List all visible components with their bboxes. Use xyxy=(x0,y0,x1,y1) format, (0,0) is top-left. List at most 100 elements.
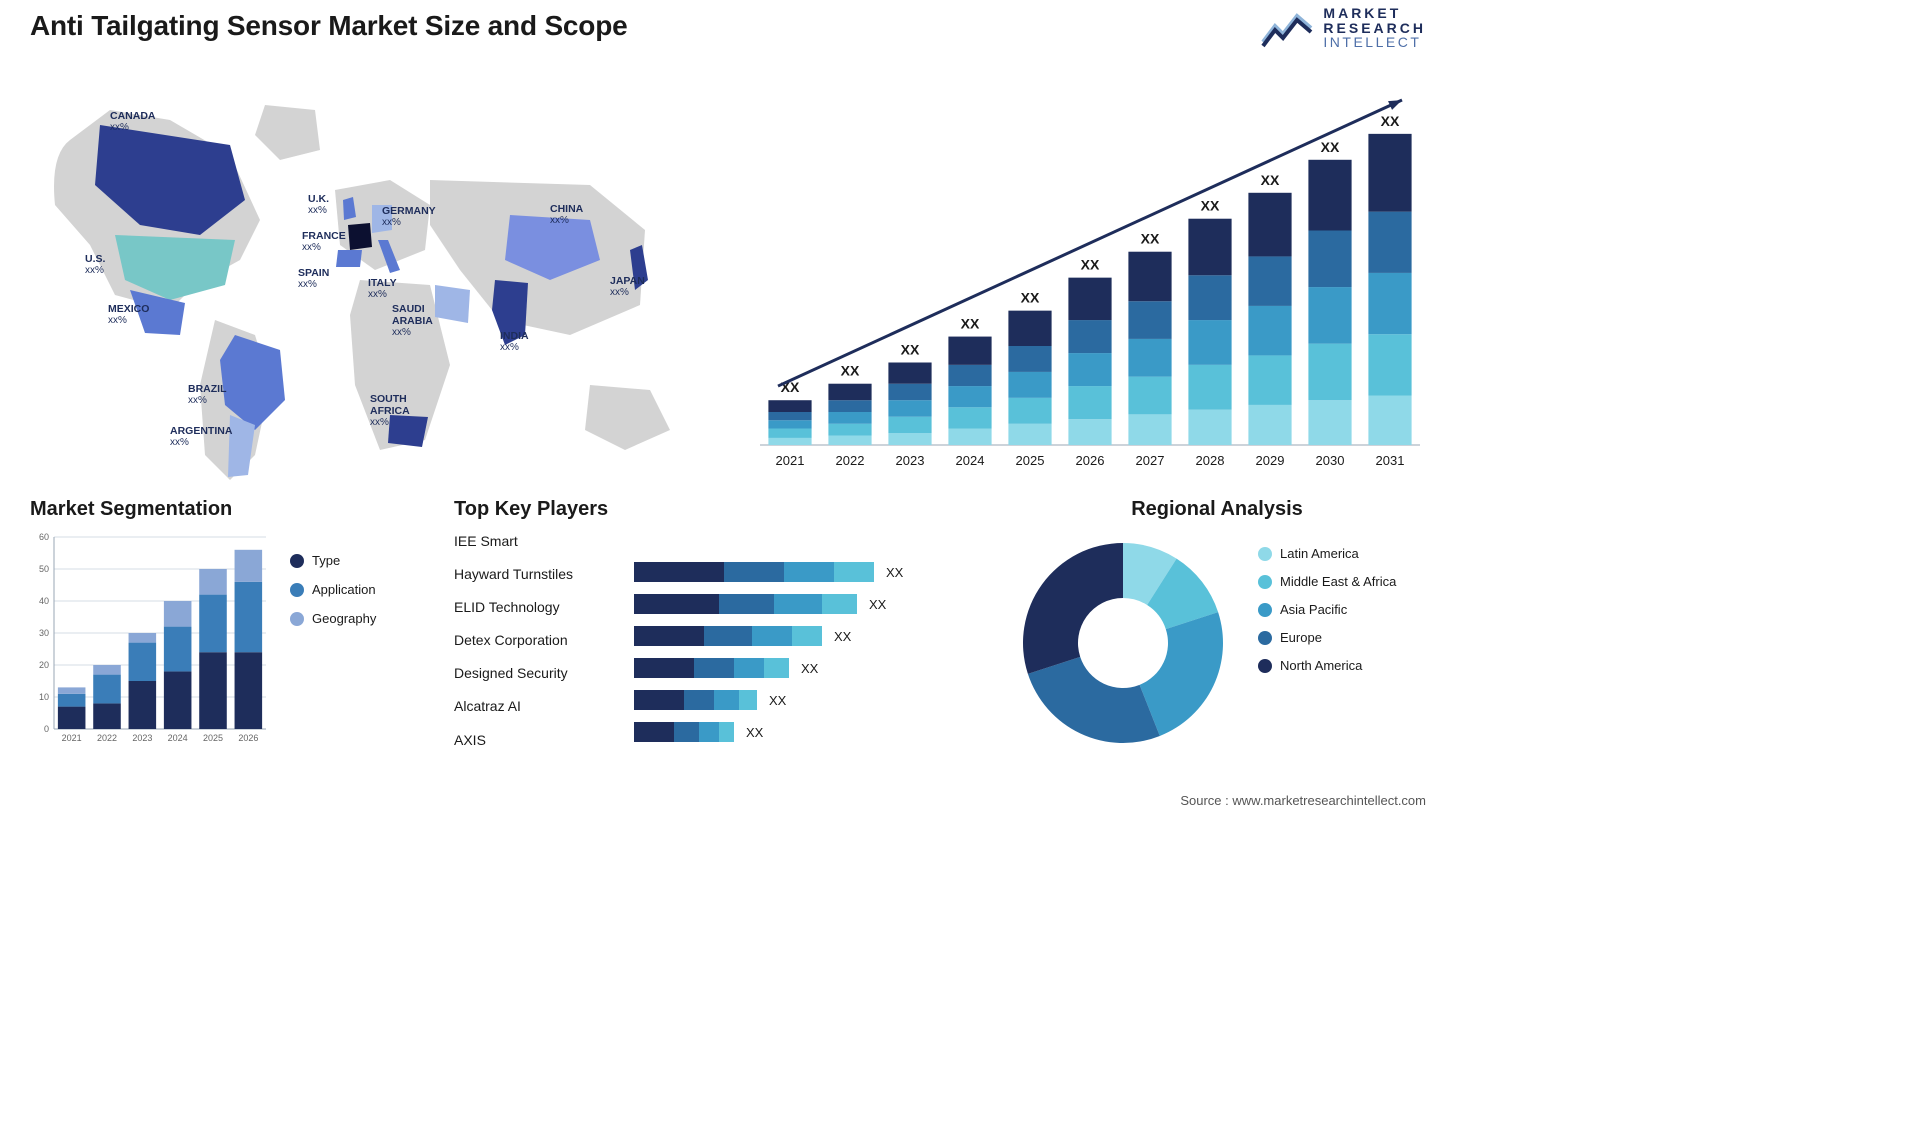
legend-label: Europe xyxy=(1280,630,1322,645)
svg-text:XX: XX xyxy=(834,629,852,644)
segmentation-legend: Type Application Geography xyxy=(290,553,376,626)
svg-text:2023: 2023 xyxy=(896,453,925,468)
player-name: IEE Smart xyxy=(454,534,624,549)
svg-text:XX: XX xyxy=(1261,172,1280,188)
map-label-france: FRANCExx% xyxy=(302,230,346,254)
player-name: ELID Technology xyxy=(454,600,624,615)
region-legend-item: North America xyxy=(1258,658,1396,673)
segmentation-panel: Market Segmentation 01020304050602021202… xyxy=(30,498,430,768)
player-name: Detex Corporation xyxy=(454,633,624,648)
map-label-spain: SPAINxx% xyxy=(298,267,329,291)
map-label-u-s-: U.S.xx% xyxy=(85,253,105,277)
map-label-u-k-: U.K.xx% xyxy=(308,193,329,217)
svg-text:XX: XX xyxy=(886,565,904,580)
legend-dot xyxy=(1258,603,1272,617)
region-legend: Latin America Middle East & Africa Asia Pa… xyxy=(1258,546,1396,673)
svg-text:XX: XX xyxy=(901,342,920,358)
legend-dot xyxy=(1258,659,1272,673)
region-donut xyxy=(1008,528,1238,758)
map-label-argentina: ARGENTINAxx% xyxy=(170,425,232,449)
region-legend-item: Asia Pacific xyxy=(1258,602,1396,617)
player-name: AXIS xyxy=(454,733,624,748)
svg-text:2025: 2025 xyxy=(1016,453,1045,468)
svg-text:XX: XX xyxy=(1381,113,1400,129)
donut-wrap xyxy=(1008,528,1238,758)
svg-text:XX: XX xyxy=(746,725,764,740)
svg-text:2025: 2025 xyxy=(203,733,223,743)
svg-text:XX: XX xyxy=(1321,139,1340,155)
svg-text:XX: XX xyxy=(869,597,887,612)
map-label-italy: ITALYxx% xyxy=(368,277,397,301)
seg-legend-type: Type xyxy=(290,553,376,568)
svg-text:2022: 2022 xyxy=(97,733,117,743)
legend-label: Asia Pacific xyxy=(1280,602,1347,617)
players-list: IEE Smart Hayward Turnstiles ELID Technolo… xyxy=(454,534,624,748)
svg-text:2021: 2021 xyxy=(62,733,82,743)
svg-text:2029: 2029 xyxy=(1256,453,1285,468)
player-name: Alcatraz AI xyxy=(454,699,624,714)
svg-text:2024: 2024 xyxy=(956,453,985,468)
svg-text:XX: XX xyxy=(1021,290,1040,306)
svg-text:XX: XX xyxy=(961,316,980,332)
legend-dot xyxy=(1258,547,1272,561)
legend-dot xyxy=(1258,575,1272,589)
seg-legend-geography: Geography xyxy=(290,611,376,626)
map-label-south-africa: SOUTHAFRICAxx% xyxy=(370,393,410,429)
legend-label: Geography xyxy=(312,611,376,626)
players-title: Top Key Players xyxy=(454,498,984,521)
map-label-canada: CANADAxx% xyxy=(110,110,156,134)
map-label-india: INDIAxx% xyxy=(500,330,529,354)
legend-label: Type xyxy=(312,553,340,568)
svg-text:2023: 2023 xyxy=(132,733,152,743)
legend-dot xyxy=(290,554,304,568)
top-row: CANADAxx%U.S.xx%MEXICOxx%BRAZILxx%ARGENT… xyxy=(30,85,1426,480)
map-label-mexico: MEXICOxx% xyxy=(108,303,149,327)
map-label-germany: GERMANYxx% xyxy=(382,205,436,229)
map-label-japan: JAPANxx% xyxy=(610,275,645,299)
logo-text: MARKET RESEARCH INTELLECT xyxy=(1323,6,1426,50)
svg-text:2026: 2026 xyxy=(238,733,258,743)
svg-text:30: 30 xyxy=(39,628,49,638)
svg-text:50: 50 xyxy=(39,564,49,574)
growth-chart: XX 2021 XX 2022 XX 2023 XX 2024 XX 2025 XX 2026 XX 20… xyxy=(750,85,1430,480)
player-name: Designed Security xyxy=(454,666,624,681)
map-label-china: CHINAxx% xyxy=(550,203,583,227)
region-legend-item: Middle East & Africa xyxy=(1258,574,1396,589)
svg-text:2027: 2027 xyxy=(1136,453,1165,468)
region-legend-item: Europe xyxy=(1258,630,1396,645)
svg-text:2031: 2031 xyxy=(1376,453,1405,468)
segmentation-title: Market Segmentation xyxy=(30,498,430,521)
svg-text:2030: 2030 xyxy=(1316,453,1345,468)
svg-text:60: 60 xyxy=(39,532,49,542)
svg-text:XX: XX xyxy=(841,363,860,379)
legend-dot xyxy=(1258,631,1272,645)
svg-text:10: 10 xyxy=(39,692,49,702)
legend-label: Application xyxy=(312,582,376,597)
bottom-row: Market Segmentation 01020304050602021202… xyxy=(30,498,1426,768)
growth-chart-panel: XX 2021 XX 2022 XX 2023 XX 2024 XX 2025 XX 2026 XX 20… xyxy=(750,85,1426,480)
svg-text:2028: 2028 xyxy=(1196,453,1225,468)
legend-label: Latin America xyxy=(1280,546,1359,561)
player-name: Hayward Turnstiles xyxy=(454,567,624,582)
svg-text:XX: XX xyxy=(769,693,787,708)
svg-text:40: 40 xyxy=(39,596,49,606)
svg-text:XX: XX xyxy=(1201,198,1220,214)
legend-dot xyxy=(290,583,304,597)
region-title: Regional Analysis xyxy=(1008,498,1426,521)
page-title: Anti Tailgating Sensor Market Size and S… xyxy=(30,10,1426,42)
logo-line1: MARKET xyxy=(1323,6,1426,21)
world-map-panel: CANADAxx%U.S.xx%MEXICOxx%BRAZILxx%ARGENT… xyxy=(30,85,710,480)
svg-text:2021: 2021 xyxy=(776,453,805,468)
players-chart: XXXXXXXXXXXX xyxy=(634,540,934,746)
header: Anti Tailgating Sensor Market Size and S… xyxy=(30,10,1426,80)
svg-text:2026: 2026 xyxy=(1076,453,1105,468)
source-text: Source : www.marketresearchintellect.com xyxy=(1180,793,1426,808)
logo-line3: INTELLECT xyxy=(1323,35,1426,50)
logo-line2: RESEARCH xyxy=(1323,21,1426,36)
logo-mark xyxy=(1261,8,1313,48)
region-legend-item: Latin America xyxy=(1258,546,1396,561)
svg-text:2022: 2022 xyxy=(836,453,865,468)
logo: MARKET RESEARCH INTELLECT xyxy=(1261,6,1426,50)
svg-text:0: 0 xyxy=(44,724,49,734)
legend-dot xyxy=(290,612,304,626)
